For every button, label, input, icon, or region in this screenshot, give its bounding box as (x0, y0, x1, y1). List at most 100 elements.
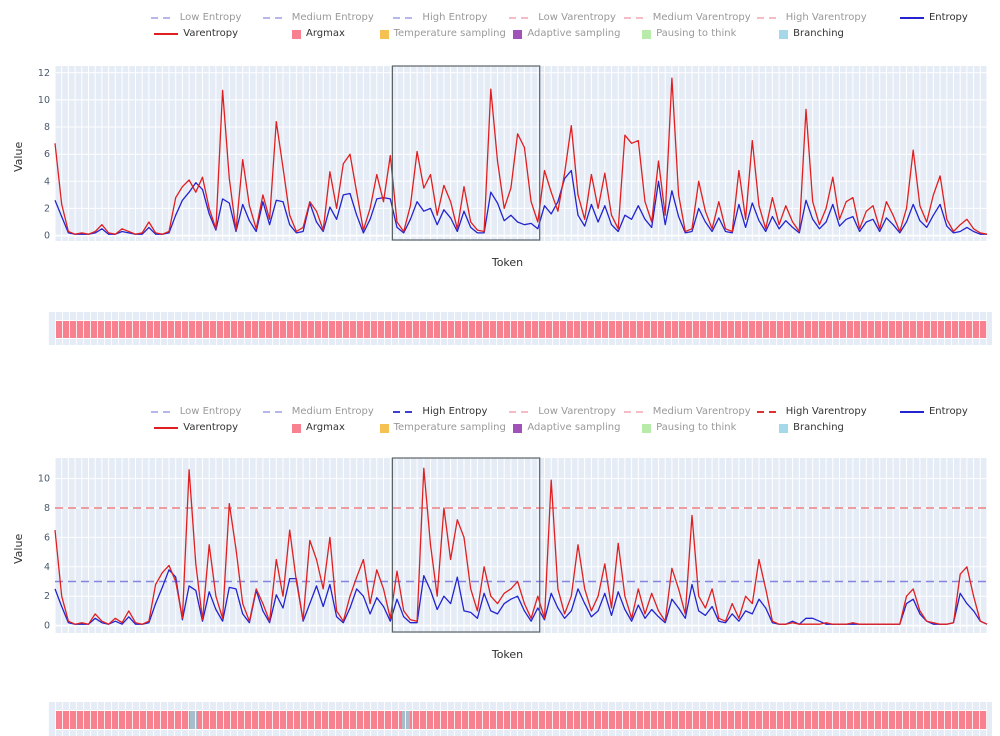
legend-item-low-entropy[interactable]: Low Entropy (135, 13, 257, 23)
svg-text:10: 10 (38, 95, 50, 106)
legend-label: Varentropy (183, 422, 239, 433)
legend-label: Medium Varentropy (652, 406, 751, 417)
legend-label: Low Entropy (179, 406, 242, 417)
legend-item-high-varentropy[interactable]: High Varentropy (751, 407, 873, 417)
svg-text:8: 8 (44, 122, 50, 133)
legend-label: High Entropy (422, 12, 488, 23)
argmax-band (56, 709, 987, 731)
bottom-y-axis-title: Value (12, 533, 25, 564)
svg-text:0: 0 (44, 621, 50, 632)
dash-marker-icon (756, 411, 781, 413)
legend-label: High Varentropy (785, 12, 867, 23)
legend-item-entropy[interactable]: Entropy (873, 13, 995, 23)
dash-marker-icon (262, 17, 287, 19)
square-marker-icon (513, 29, 523, 39)
legend-item-low-entropy[interactable]: Low Entropy (135, 407, 257, 417)
dash-marker-icon (262, 411, 287, 413)
legend-label: Medium Entropy (291, 12, 374, 23)
dash-marker-icon (393, 411, 418, 413)
svg-text:6: 6 (44, 149, 50, 160)
legend-item-branching[interactable]: Branching (750, 29, 872, 39)
legend-label: Low Entropy (179, 12, 242, 23)
legend-item-high-varentropy[interactable]: High Varentropy (751, 13, 873, 23)
legend-label: Pausing to think (656, 28, 737, 39)
line-marker-icon (154, 33, 179, 35)
legend-label: Medium Entropy (291, 406, 374, 417)
legend-item-pausing-to-think[interactable]: Pausing to think (628, 423, 750, 433)
svg-text:4: 4 (44, 562, 50, 573)
square-marker-icon (291, 29, 301, 39)
legend-label: Temperature sampling (393, 28, 506, 39)
top-x-axis-title: Token (491, 256, 524, 269)
line-marker-icon (899, 411, 924, 413)
legend-item-varentropy[interactable]: Varentropy (135, 423, 257, 433)
legend-label: Adaptive sampling (527, 28, 621, 39)
bottom-x-axis-title: Token (491, 648, 524, 661)
bottom-chart-plot[interactable]: 0 2 4 6 8 10 (25, 456, 990, 636)
legend-label: Varentropy (183, 28, 239, 39)
square-marker-icon (779, 423, 789, 433)
svg-text:10: 10 (38, 474, 50, 485)
legend-label: Entropy (928, 12, 968, 23)
legend-label: High Varentropy (785, 406, 867, 417)
legend-label: Adaptive sampling (527, 422, 621, 433)
legend-item-varentropy[interactable]: Varentropy (135, 29, 257, 39)
svg-text:4: 4 (44, 176, 50, 187)
legend-item-low-varentropy[interactable]: Low Varentropy (502, 407, 624, 417)
dash-marker-icon (150, 17, 175, 19)
dash-marker-icon (150, 411, 175, 413)
top-y-axis-title: Value (12, 141, 25, 172)
dash-marker-icon (623, 17, 648, 19)
square-marker-icon (291, 423, 301, 433)
square-marker-icon (642, 29, 652, 39)
legend-item-high-entropy[interactable]: High Entropy (379, 407, 501, 417)
legend-item-argmax[interactable]: Argmax (257, 29, 379, 39)
square-marker-icon (779, 29, 789, 39)
legend-label: Argmax (305, 28, 345, 39)
svg-text:0: 0 (44, 231, 50, 242)
legend-item-medium-entropy[interactable]: Medium Entropy (257, 13, 379, 23)
svg-text:12: 12 (38, 68, 50, 79)
svg-text:6: 6 (44, 532, 50, 543)
legend-item-high-entropy[interactable]: High Entropy (379, 13, 501, 23)
legend-item-temperature-sampling[interactable]: Temperature sampling (379, 422, 506, 433)
legend-item-argmax[interactable]: Argmax (257, 423, 379, 433)
top-chart-plot[interactable]: 0 2 4 6 8 10 12 (25, 64, 990, 244)
legend-label: Medium Varentropy (652, 12, 751, 23)
legend-item-branching[interactable]: Branching (750, 423, 872, 433)
legend-label: Low Varentropy (538, 406, 616, 417)
svg-text:8: 8 (44, 503, 50, 514)
dash-marker-icon (756, 17, 781, 19)
legend-item-low-varentropy[interactable]: Low Varentropy (502, 13, 624, 23)
branching-segment (190, 710, 197, 730)
legend-item-medium-entropy[interactable]: Medium Entropy (257, 407, 379, 417)
top-sampler-strip[interactable] (48, 312, 992, 345)
legend-item-adaptive-sampling[interactable]: Adaptive sampling (506, 29, 628, 39)
legend-label: Branching (793, 28, 844, 39)
legend-item-adaptive-sampling[interactable]: Adaptive sampling (506, 423, 628, 433)
line-marker-icon (154, 427, 179, 429)
top-chart-legend: Low Entropy Medium Entropy High Entropy Low… (135, 10, 995, 42)
legend-item-temperature-sampling[interactable]: Temperature sampling (379, 28, 506, 39)
dash-marker-icon (509, 17, 534, 19)
legend-item-medium-varentropy[interactable]: Medium Varentropy (623, 406, 751, 417)
square-marker-icon (379, 423, 389, 433)
legend-label: Argmax (305, 422, 345, 433)
branching-segment (402, 710, 410, 730)
legend-label: Entropy (928, 406, 968, 417)
legend-item-entropy[interactable]: Entropy (873, 407, 995, 417)
legend-item-medium-varentropy[interactable]: Medium Varentropy (623, 12, 751, 23)
line-marker-icon (899, 17, 924, 19)
svg-text:2: 2 (44, 203, 50, 214)
square-marker-icon (642, 423, 652, 433)
legend-item-pausing-to-think[interactable]: Pausing to think (628, 29, 750, 39)
legend-label: Temperature sampling (393, 422, 506, 433)
legend-label: Branching (793, 422, 844, 433)
legend-label: Low Varentropy (538, 12, 616, 23)
svg-text:2: 2 (44, 591, 50, 602)
dash-marker-icon (393, 17, 418, 19)
dash-marker-icon (623, 411, 648, 413)
argmax-band (56, 319, 987, 340)
square-marker-icon (379, 29, 389, 39)
bottom-sampler-strip[interactable] (48, 702, 992, 736)
